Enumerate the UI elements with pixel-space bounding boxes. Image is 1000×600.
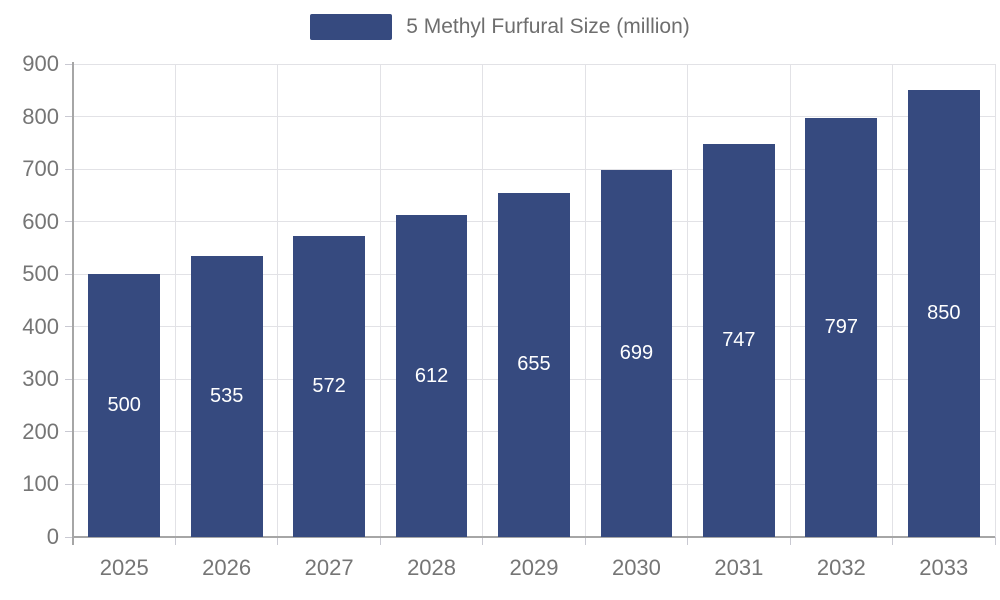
y-axis-label: 200 (22, 418, 59, 444)
y-axis-label: 600 (22, 208, 59, 234)
y-axis-label: 0 (46, 524, 59, 549)
x-axis-label: 2028 (407, 555, 457, 580)
y-axis-tick (65, 273, 73, 275)
bar-2030[interactable]: 699 (600, 169, 673, 537)
x-axis-label: 2030 (611, 555, 661, 580)
bar-value-label: 572 (312, 375, 346, 398)
bar-2026[interactable]: 535 (190, 255, 263, 537)
y-axis-label: 900 (22, 51, 59, 76)
bar-2027[interactable]: 572 (293, 236, 365, 537)
y-axis-tick (65, 221, 73, 223)
v-gridline (482, 64, 484, 537)
x-axis-tick (277, 537, 279, 545)
y-axis-tick (65, 378, 73, 380)
y-axis-tick (65, 116, 73, 118)
v-gridline (892, 64, 894, 537)
bar-2031[interactable]: 747 (703, 144, 775, 537)
y-axis-tick (65, 63, 73, 65)
y-axis-tick (65, 168, 73, 170)
x-axis-label: 2025 (99, 555, 149, 580)
bar-value-label: 797 (824, 316, 858, 339)
x-axis-label: 2026 (202, 555, 252, 580)
x-axis-label: 2027 (304, 555, 354, 580)
x-axis-tick (892, 537, 894, 545)
bar-value-label: 747 (722, 329, 756, 352)
x-axis-label: 2031 (714, 555, 764, 580)
y-axis-tick (65, 431, 73, 433)
h-gridline (73, 63, 995, 65)
y-axis-label: 100 (22, 471, 59, 497)
x-axis-tick (72, 537, 74, 545)
v-gridline (379, 64, 381, 537)
h-gridline (73, 116, 995, 118)
bar-2025[interactable]: 500 (88, 274, 161, 537)
y-axis-label: 800 (22, 103, 59, 129)
bar-value-label: 655 (517, 353, 551, 376)
x-axis-label: 2029 (509, 555, 559, 580)
v-gridline (789, 64, 791, 537)
v-gridline (584, 64, 586, 537)
x-axis-tick (994, 537, 996, 545)
y-axis-tick (65, 483, 73, 485)
y-axis-line (72, 62, 74, 545)
x-axis-tick (584, 537, 586, 545)
x-axis-tick (174, 537, 176, 545)
x-axis-tick (789, 537, 791, 545)
bar-value-label: 699 (619, 341, 654, 364)
bar-value-label: 500 (107, 394, 141, 417)
x-axis-tick (482, 537, 484, 545)
v-gridline (994, 64, 996, 537)
legend-swatch (310, 14, 393, 40)
x-axis-label: 2032 (816, 555, 866, 580)
x-axis-label: 2033 (919, 555, 969, 580)
v-gridline (687, 64, 689, 537)
y-axis-label: 400 (22, 313, 59, 339)
y-axis-label: 300 (22, 366, 59, 392)
x-axis-tick (687, 537, 689, 545)
legend-label: 5 Methyl Furfural Size (million) (406, 15, 690, 38)
bar-value-label: 612 (414, 364, 449, 387)
v-gridline (174, 64, 176, 537)
bar-2033[interactable]: 850 (907, 90, 980, 537)
legend-item[interactable]: 5 Methyl Furfural Size (million) (0, 14, 1000, 40)
v-gridline (277, 64, 279, 537)
bar-value-label: 850 (927, 302, 961, 325)
y-axis-label: 500 (22, 261, 59, 287)
y-axis-label: 700 (22, 156, 59, 182)
y-axis-tick (65, 326, 73, 328)
bar-2028[interactable]: 612 (395, 215, 468, 537)
y-axis-tick (65, 536, 73, 538)
bar-2029[interactable]: 655 (498, 192, 570, 537)
x-axis-tick (379, 537, 381, 545)
bar-value-label: 535 (209, 384, 244, 407)
bar-2032[interactable]: 797 (805, 118, 878, 537)
